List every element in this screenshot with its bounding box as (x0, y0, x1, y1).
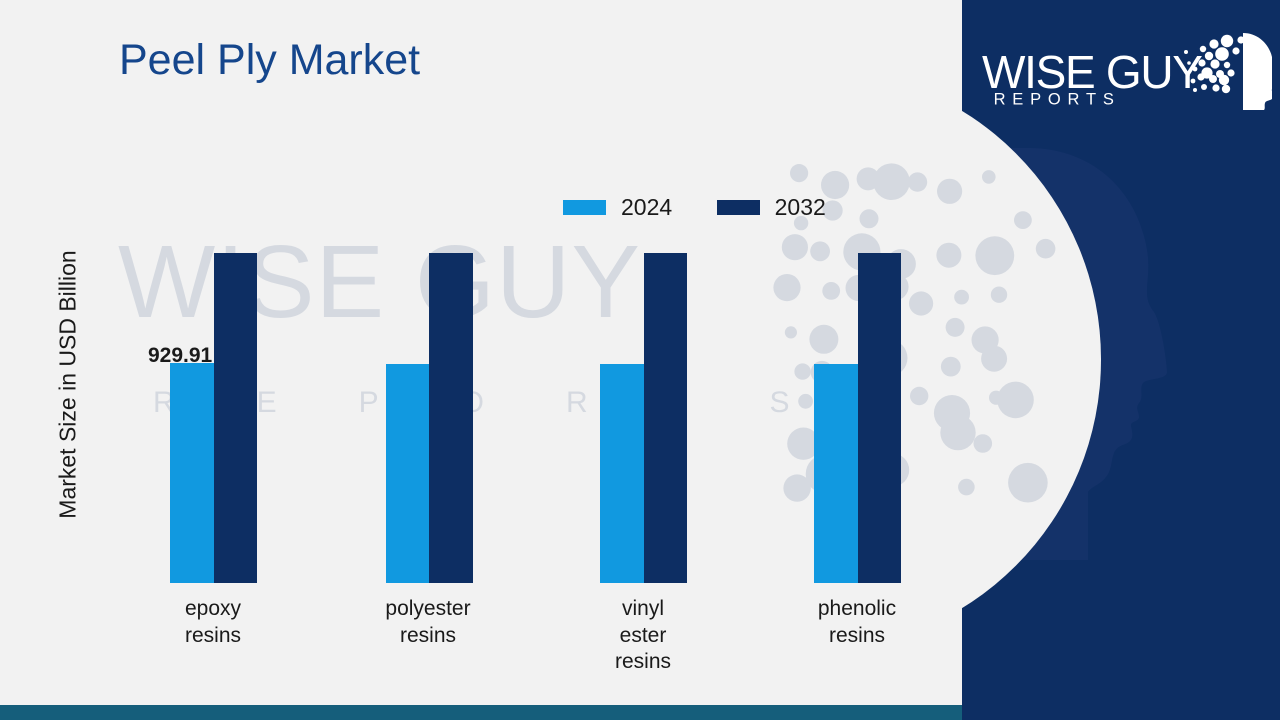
svg-text:REPORTS: REPORTS (994, 90, 1121, 108)
